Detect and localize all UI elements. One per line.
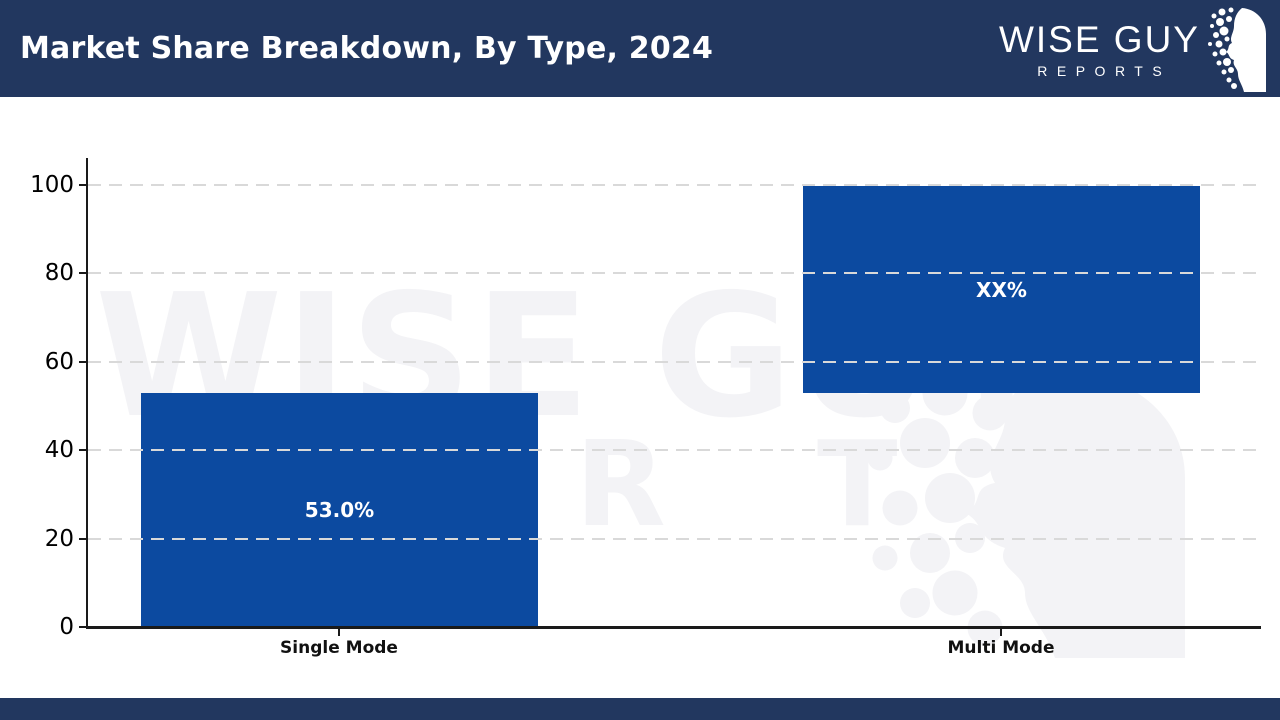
y-axis-line — [86, 158, 88, 629]
footer-bar — [0, 698, 1280, 720]
y-tick-label: 100 — [30, 172, 74, 198]
bar-multi-mode: XX% — [803, 186, 1200, 393]
y-tick-mark — [79, 184, 87, 186]
y-tick-label: 60 — [44, 349, 74, 375]
bar-single-mode: 53.0% — [141, 393, 538, 626]
x-tick-mark — [338, 629, 340, 636]
y-tick-label: 80 — [44, 260, 74, 286]
brand-face-icon — [1208, 7, 1266, 92]
brand-text: WISE GUY REPORTS — [998, 18, 1200, 79]
x-axis-label-multi-mode: Multi Mode — [947, 638, 1055, 658]
bar-value-label: XX% — [976, 277, 1027, 302]
brand-subtitle: REPORTS — [1037, 62, 1172, 79]
y-tick-label: 20 — [44, 526, 74, 552]
x-axis-label-single-mode: Single Mode — [280, 638, 398, 658]
bar-value-label: 53.0% — [304, 497, 375, 522]
y-tick-mark — [79, 538, 87, 540]
watermark-face-icon — [867, 368, 1185, 658]
gridline-80 — [88, 272, 1260, 274]
header-bar: Market Share Breakdown, By Type, 2024 WI… — [0, 0, 1280, 97]
gridline-60 — [88, 361, 1260, 363]
page-title: Market Share Breakdown, By Type, 2024 — [20, 31, 714, 66]
x-axis-line — [86, 626, 1261, 629]
y-tick-mark — [79, 626, 87, 628]
brand-name: WISE GUY — [998, 18, 1200, 60]
y-tick-label: 0 — [59, 614, 74, 640]
y-tick-mark — [79, 449, 87, 451]
gridline-100 — [88, 184, 1260, 186]
y-tick-label: 40 — [44, 437, 74, 463]
gridline-20 — [88, 538, 1260, 540]
y-tick-mark — [79, 361, 87, 363]
brand-logo: WISE GUY REPORTS — [999, 5, 1268, 93]
x-tick-mark — [1000, 629, 1002, 636]
y-tick-mark — [79, 272, 87, 274]
gridline-40 — [88, 449, 1260, 451]
